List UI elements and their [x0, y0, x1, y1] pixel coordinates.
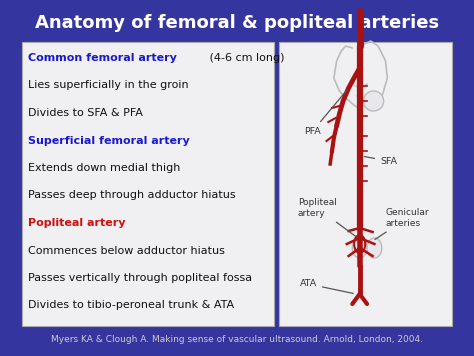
Text: Divides to SFA & PFA: Divides to SFA & PFA	[27, 108, 143, 118]
Text: Passes deep through adductor hiatus: Passes deep through adductor hiatus	[27, 190, 235, 200]
Text: Passes vertically through popliteal fossa: Passes vertically through popliteal foss…	[27, 273, 252, 283]
Text: Extends down medial thigh: Extends down medial thigh	[27, 163, 180, 173]
Ellipse shape	[352, 238, 367, 258]
Text: Myers KA & Clough A. Making sense of vascular ultrasound. Arnold, London, 2004.: Myers KA & Clough A. Making sense of vas…	[51, 335, 423, 345]
Text: SFA: SFA	[364, 157, 397, 166]
Text: PFA: PFA	[304, 90, 347, 136]
Text: Commences below adductor hiatus: Commences below adductor hiatus	[27, 246, 225, 256]
Text: Anatomy of femoral & popliteal arteries: Anatomy of femoral & popliteal arteries	[35, 14, 439, 32]
Ellipse shape	[367, 238, 382, 258]
Text: ATA: ATA	[300, 279, 353, 293]
Text: Popliteal artery: Popliteal artery	[27, 218, 125, 228]
FancyBboxPatch shape	[279, 42, 452, 326]
FancyBboxPatch shape	[22, 42, 274, 326]
Text: (4-6 cm long): (4-6 cm long)	[206, 53, 284, 63]
Text: Divides to tibio-peroneal trunk & ATA: Divides to tibio-peroneal trunk & ATA	[27, 300, 234, 310]
Ellipse shape	[364, 91, 383, 111]
Text: Genicular
arteries: Genicular arteries	[375, 208, 429, 240]
Text: Lies superficially in the groin: Lies superficially in the groin	[27, 80, 188, 90]
Text: Popliteal
artery: Popliteal artery	[298, 198, 356, 236]
Text: Common femoral artery: Common femoral artery	[27, 53, 176, 63]
Text: Superficial femoral artery: Superficial femoral artery	[27, 136, 189, 146]
